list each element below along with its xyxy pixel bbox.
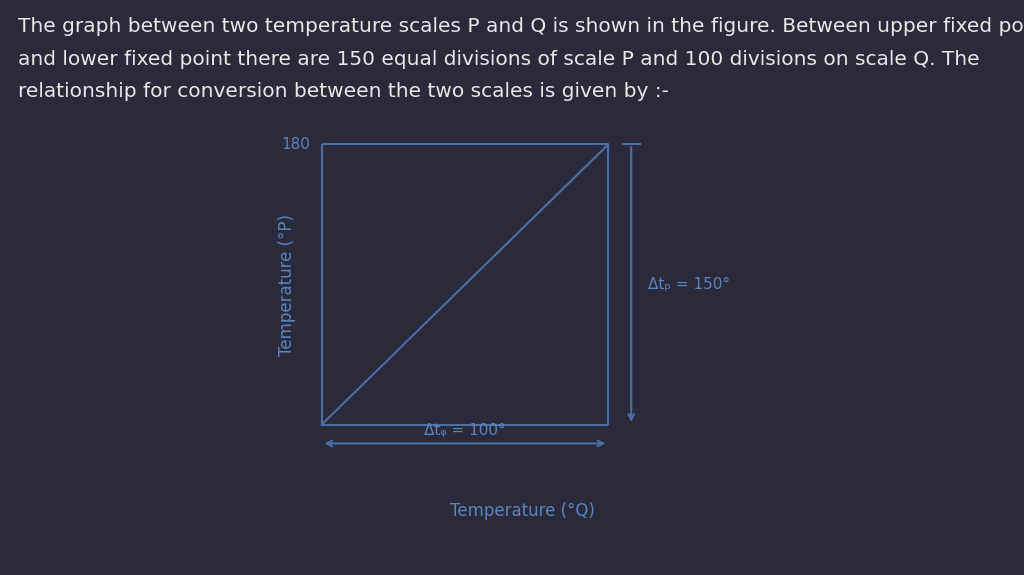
Text: Δtᵩ = 100°: Δtᵩ = 100° xyxy=(424,423,506,438)
Text: 180: 180 xyxy=(282,137,310,152)
Text: Δtₚ = 150°: Δtₚ = 150° xyxy=(648,277,730,292)
Y-axis label: Temperature (°P): Temperature (°P) xyxy=(279,214,296,355)
Text: The graph between two temperature scales P and Q is shown in the figure. Between: The graph between two temperature scales… xyxy=(18,17,1024,101)
X-axis label: Temperature (°Q): Temperature (°Q) xyxy=(450,502,595,520)
